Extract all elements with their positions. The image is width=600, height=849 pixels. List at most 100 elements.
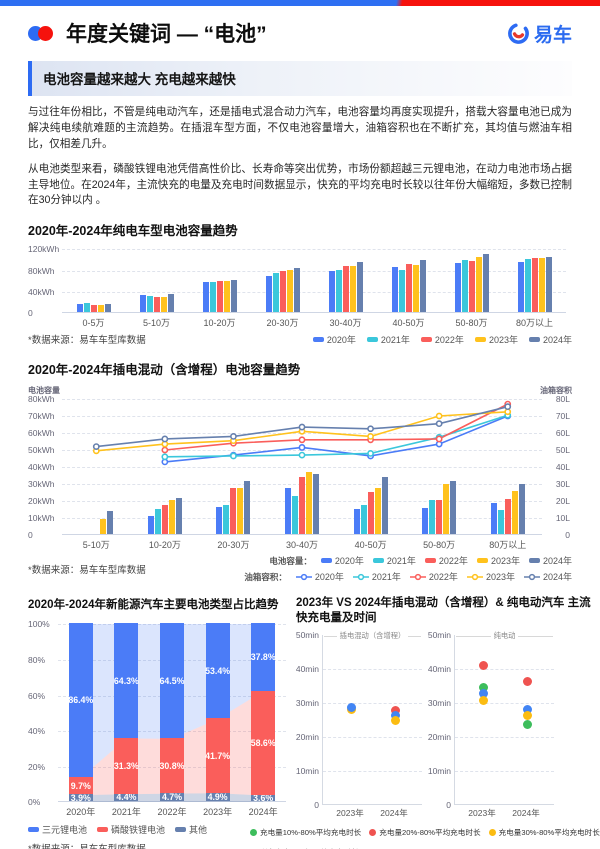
legend-item: 2023年 (466, 570, 515, 583)
segment-percent-label: 53.4% (205, 665, 231, 676)
y-axis-label-right: 20L (555, 496, 570, 507)
bar (531, 258, 538, 313)
x-axis-label: 2023年 (336, 808, 364, 819)
bar (237, 488, 244, 535)
x-axis-label: 2022年 (157, 807, 187, 818)
bar (374, 487, 381, 535)
bar (216, 507, 223, 535)
y-axis-label: 20% (28, 761, 46, 772)
title-wrap: 年度关键词 — “电池” (28, 18, 267, 48)
bar (419, 260, 426, 313)
segment-percent-label: 9.7% (70, 780, 91, 791)
legend-item: 2021年 (372, 554, 416, 567)
bar (272, 273, 279, 313)
y-axis-label: 40kWh (28, 287, 55, 297)
bar (356, 261, 363, 313)
bar-marker-icon (476, 558, 488, 564)
x-axis-label: 80万以上 (515, 318, 553, 329)
x-axis-label: 10-20万 (203, 318, 236, 329)
top-accent-bar (0, 0, 600, 6)
x-axis-label: 30-40万 (329, 318, 362, 329)
y-axis-label: 30min (295, 698, 319, 709)
brand-dots-icon (28, 25, 55, 42)
bar (381, 477, 388, 535)
grid-line (323, 771, 422, 773)
legend-item: 2024年 (528, 554, 572, 567)
chart3-x-axis: 2020年 2021年 2022年 2023年 2024年 (58, 802, 286, 818)
stack-segment (251, 623, 276, 691)
stack-segment (68, 777, 93, 795)
bar (153, 297, 160, 313)
bar (504, 498, 511, 535)
chart2-legend: 电池容量： 2020年 2021年 2022年 2023年 2024年 油箱容积： 2020年… (244, 554, 572, 583)
bar (422, 508, 429, 535)
legend-item: 充电量30%-80%平均充电时长 (488, 827, 600, 838)
legend-item: 2020年 (312, 333, 356, 346)
x-axis-label: 2021年 (111, 807, 141, 818)
bar (497, 509, 504, 535)
segment-percent-label: 58.6% (250, 737, 276, 748)
bar (518, 484, 525, 535)
bar-group (440, 249, 503, 313)
segment-percent-label: 30.8% (159, 760, 185, 771)
segment-percent-label: 4.9% (207, 791, 228, 802)
stack-segment (114, 623, 139, 738)
bar (353, 508, 360, 535)
y-axis-label-right: 40L (555, 462, 570, 473)
chart2-right-axis-title: 油箱容积 (540, 386, 572, 396)
bar-group (405, 399, 474, 535)
bar (360, 504, 367, 535)
bar-marker-icon (424, 558, 436, 564)
chart2-plot: 80kWh 80L 70kWh 70L 60kWh 60L 50kWh 50L 40kWh 40L… (28, 394, 570, 540)
grid-line (323, 737, 422, 739)
bar (244, 480, 251, 535)
grid-line (62, 249, 566, 251)
legend-row: 油箱容积： 2020年 2021年 2022年 2023年 2024年 (244, 570, 572, 583)
bar (292, 496, 299, 535)
bar (168, 499, 175, 535)
y-axis-label: 0% (28, 797, 41, 808)
grid-line (455, 737, 554, 739)
x-axis-label: 50-80万 (423, 540, 456, 551)
dot-marker-icon (250, 829, 257, 837)
paragraph-2: 从电池类型来看，磷酸铁锂电池凭借高性价比、长寿命等突出优势，市场份额超越三元锂电… (28, 162, 572, 207)
bar (545, 257, 552, 313)
grid-line (323, 669, 422, 671)
legend-item: 2021年 (366, 333, 410, 346)
line-marker-icon (523, 573, 540, 580)
x-axis-label: 2024年 (248, 807, 278, 818)
x-axis-label: 5-10万 (82, 540, 110, 551)
bar-group (251, 249, 314, 313)
line-marker-icon (466, 573, 483, 580)
bar (511, 491, 518, 535)
bar (167, 294, 174, 313)
bar-marker-icon (528, 558, 540, 564)
bar (482, 254, 489, 313)
data-point (478, 683, 488, 693)
red-dot-icon (38, 25, 53, 41)
bar-group (336, 399, 405, 535)
chart3-source: *数据来源：易车车型库数据 (28, 841, 146, 849)
x-axis-label: 2020年 (66, 807, 96, 818)
chart4-title: 2023年 VS 2024年插电混动（含增程）& 纯电动汽车 主流快充电量及时间 (296, 597, 591, 625)
legend-item: 2023年 (476, 554, 520, 567)
yiche-logo: 易车 (507, 20, 572, 47)
bar (161, 504, 168, 535)
data-point (478, 696, 488, 706)
bar (279, 271, 286, 313)
bar (490, 502, 497, 535)
segment-percent-label: 4.4% (116, 792, 137, 803)
y-axis-label-right: 60L (555, 428, 570, 439)
scatter-panel: 50min 40min 30min 20min 10min 0 纯电动 2023年 2024年 (428, 630, 554, 818)
segment-percent-label: 4.7% (161, 792, 183, 803)
y-axis-label: 80kWh (28, 265, 55, 276)
y-axis-label: 40min (295, 664, 319, 675)
x-axis-label: 20-30万 (217, 540, 250, 551)
segment-percent-label: 3.6% (253, 793, 274, 804)
bar (285, 488, 292, 535)
bar-groups (62, 399, 542, 535)
chart1-legend: 2020年 2021年 2022年 2023年 2024年 (312, 333, 572, 346)
bar (202, 281, 209, 313)
x-axis-label: 10-20万 (148, 540, 181, 551)
bar (216, 280, 223, 313)
